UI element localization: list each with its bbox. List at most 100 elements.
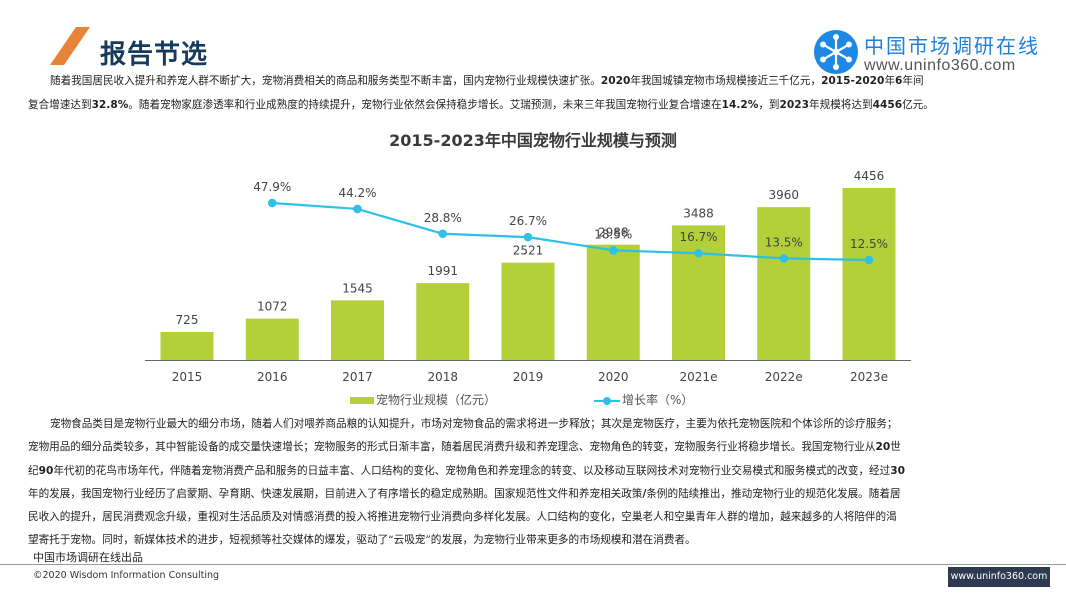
emphasis-text: 2020: [600, 75, 631, 87]
bar-value-label: 3488: [683, 206, 714, 220]
bar-2020: [586, 244, 640, 360]
x-tick-label: 2018: [427, 370, 458, 384]
growth-point-2022e: [779, 254, 789, 263]
text-run: 年的发展，我国宠物行业经历了启蒙期、孕育期、快速发展期，目前进入了有序增长的稳定…: [28, 487, 643, 500]
intro-line-2: 复合增速达到32.8%。随着宠物家庭渗透率和行业成熟度的持续提升，宠物行业依然会…: [28, 94, 1038, 118]
text-run: 年: [884, 75, 896, 87]
intro-paragraph: 随着我国居民收入提升和养宠人群不断扩大，宠物消费相关的商品和服务类型不断丰富，国…: [28, 70, 1038, 117]
growth-value-label: 44.2%: [338, 186, 376, 200]
body-line: 宠物用品的细分品类较多，其中智能设备的成交量快速增长；宠物服务的形式日渐丰富，随…: [28, 436, 1038, 459]
legend-item-size: 宠物行业规模（亿元）: [350, 391, 496, 408]
footer-divider: [0, 564, 1066, 565]
emphasis-text: 20: [875, 441, 891, 454]
emphasis-text: 4456: [872, 98, 903, 111]
logo-emblem-icon: [814, 30, 858, 74]
bar-value-label: 725: [176, 313, 199, 327]
x-tick-label: 2022e: [765, 370, 803, 384]
growth-point-2018: [438, 229, 448, 239]
legend-item-growth: 增长率（%）: [594, 391, 693, 408]
text-run: 年间: [902, 75, 924, 87]
text-run: 宠物用品的细分品类较多，其中智能设备的成交量快速增长；宠物服务的形式日渐丰富，随…: [28, 441, 876, 454]
copyright-text: ©2020 Wisdom Information Consulting: [33, 570, 220, 581]
text-run: 亿元。: [902, 98, 934, 111]
text-run: 年我国城镇宠物市场规模接近三千亿元，: [630, 75, 822, 87]
growth-value-label: 28.8%: [424, 211, 462, 225]
intro-line-1: 随着我国居民收入提升和养宠人群不断扩大，宠物消费相关的商品和服务类型不断丰富，国…: [28, 70, 1038, 94]
emphasis-text: 2023: [779, 98, 810, 111]
chart-title: 2015-2023年中国宠物行业规模与预测: [389, 131, 677, 150]
emphasis-text: 14.2%: [721, 98, 759, 111]
growth-point-2019: [523, 232, 533, 242]
orange-slash-icon: [50, 27, 90, 65]
bar-value-label: 1072: [257, 300, 288, 314]
text-run: 随着我国居民收入提升和养宠人群不断扩大，宠物消费相关的商品和服务类型不断丰富，国…: [50, 75, 601, 87]
text-run: 条例的陆续推出，推动宠物行业的规范化发展。随着居: [646, 487, 901, 500]
x-tick-label: 2021e: [680, 370, 718, 384]
x-tick-label: 2023e: [850, 370, 888, 384]
growth-point-2020: [608, 246, 618, 255]
legend-label-growth: 增长率（%）: [622, 393, 694, 407]
x-tick-label: 2019: [513, 370, 544, 384]
growth-point-2023e: [864, 255, 874, 265]
text-run: 复合增速达到: [28, 98, 92, 111]
growth-value-label: 16.7%: [679, 230, 717, 244]
legend-line-marker-icon: [594, 396, 620, 406]
publisher-credit: 中国市场调研在线出品: [33, 551, 143, 564]
x-tick-label: 2017: [342, 370, 373, 384]
bar-value-label: 2988: [598, 226, 629, 240]
growth-value-label: 13.5%: [765, 235, 803, 249]
text-run: 纪: [28, 464, 39, 477]
bar-2022e: [757, 207, 811, 360]
text-run: 民收入的提升，居民消费观念升级，重视对生活品质及对情感消费的投入将推进宠物行业消…: [28, 511, 897, 524]
bar-value-label: 1545: [342, 281, 373, 295]
footer-url-link[interactable]: www.uninfo360.com: [948, 567, 1050, 587]
text-run: 年代初的花鸟市场年代，伴随着宠物消费产品和服务的日益丰富、人口结构的变化、宠物角…: [53, 464, 891, 477]
bar-2017: [331, 300, 384, 360]
growth-value-label: 18.5%: [594, 227, 632, 241]
body-line: 望寄托于宠物。同时，新媒体技术的进步，短视频等社交媒体的爆发，驱动了“云吸宠”的…: [28, 529, 1038, 552]
body-paragraph: 宠物食品类目是宠物行业最大的细分市场，随着人们对喂养商品粮的认知提升，市场对宠物…: [28, 413, 1038, 553]
text-run: 。随着宠物家庭渗透率和行业成熟度的持续提升，宠物行业依然会保持稳步增长。艾瑞预测…: [128, 98, 722, 111]
x-tick-label: 2015: [172, 370, 203, 384]
emphasis-text: 6: [895, 75, 903, 87]
bar-2016: [245, 318, 299, 360]
bar-2019: [501, 262, 555, 360]
x-tick-label: 2020: [598, 370, 629, 384]
legend-label-size: 宠物行业规模（亿元）: [376, 393, 497, 407]
emphasis-text: 2015-2020: [821, 75, 885, 87]
text-run: 望寄托于宠物。同时，新媒体技术的进步，短视频等社交媒体的爆发，驱动了“云吸宠”的…: [28, 534, 696, 547]
bar-2018: [416, 283, 470, 360]
body-line: 纪90年代初的花鸟市场年代，伴随着宠物消费产品和服务的日益丰富、人口结构的变化、…: [28, 460, 1038, 483]
body-line: 民收入的提升，居民消费观念升级，重视对生活品质及对情感消费的投入将推进宠物行业消…: [28, 506, 1038, 529]
emphasis-text: 32.8%: [91, 98, 129, 111]
logo-url: www.uninfo360.com: [864, 57, 1016, 74]
growth-value-label: 12.5%: [850, 237, 888, 251]
text-run: 宠物食品类目是宠物行业最大的细分市场，随着人们对喂养商品粮的认知提升，市场对宠物…: [50, 418, 898, 430]
bar-2021e: [672, 225, 725, 360]
bar-value-label: 4456: [854, 169, 885, 183]
text-run: ，到: [758, 98, 780, 111]
growth-point-2016: [267, 198, 277, 208]
bar-value-label: 3960: [768, 188, 799, 202]
bar-2015: [160, 332, 214, 360]
growth-value-label: 26.7%: [509, 214, 547, 228]
brand-logo[interactable]: 中国市场调研在线 www.uninfo360.com: [814, 28, 1054, 78]
text-run: 年规模将达到: [809, 98, 873, 111]
growth-value-label: 47.9%: [253, 180, 291, 194]
growth-point-2017: [353, 204, 362, 214]
bar-value-label: 2521: [513, 244, 544, 258]
growth-rate-line: [272, 201, 870, 262]
growth-point-2021e: [694, 248, 703, 258]
bar-2023e: [842, 188, 896, 360]
emphasis-text: /: [642, 487, 647, 500]
logo-name: 中国市场调研在线: [864, 34, 1040, 58]
body-line: 年的发展，我国宠物行业经历了启蒙期、孕育期、快速发展期，目前进入了有序增长的稳定…: [28, 483, 1038, 506]
body-line: 宠物食品类目是宠物行业最大的细分市场，随着人们对喂养商品粮的认知提升，市场对宠物…: [28, 413, 1038, 436]
emphasis-text: 90: [38, 464, 54, 477]
emphasis-text: 30: [890, 464, 905, 477]
page-title: 报告节选: [100, 40, 209, 70]
text-run: 世: [890, 441, 901, 454]
x-tick-label: 2016: [257, 370, 288, 384]
bar-value-label: 1991: [427, 264, 458, 278]
